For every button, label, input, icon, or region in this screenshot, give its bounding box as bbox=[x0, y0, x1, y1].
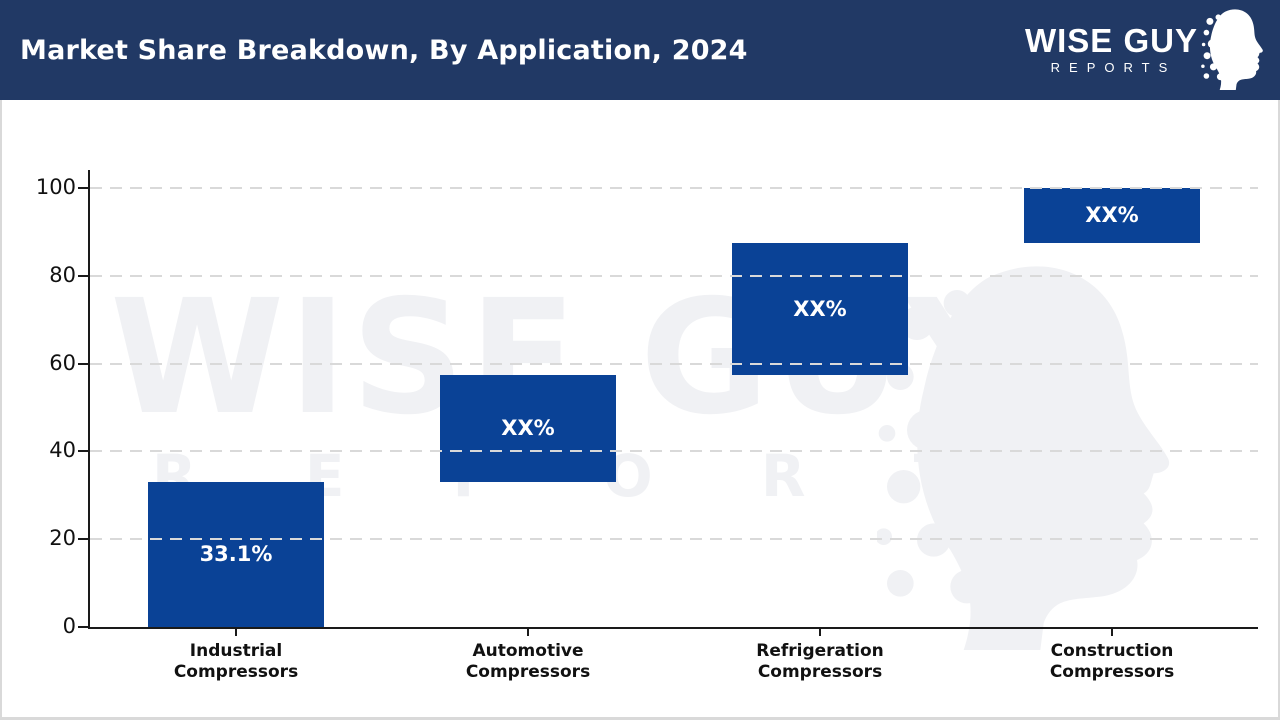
y-tick-mark-80 bbox=[78, 274, 88, 277]
x-category-label: Refrigeration Compressors bbox=[756, 641, 884, 682]
bar-value-label: XX% bbox=[793, 296, 847, 321]
bar-refrigeration-compressors: XX% bbox=[732, 242, 908, 375]
y-tick-mark-0 bbox=[78, 626, 88, 628]
bar-value-label: XX% bbox=[501, 416, 555, 441]
wiseguy-head-icon bbox=[1200, 6, 1266, 94]
gridline-20 bbox=[90, 538, 1258, 541]
y-tick-label-60: 60 bbox=[49, 350, 76, 375]
x-tick-mark-3 bbox=[819, 629, 821, 636]
logo-brand-name: WISE GUY bbox=[1024, 22, 1198, 59]
bar-industrial-compressors: 33.1% bbox=[148, 481, 324, 627]
x-tick-mark-4 bbox=[1111, 629, 1113, 636]
page-title: Market Share Breakdown, By Application, … bbox=[20, 34, 748, 66]
bar-value-label: XX% bbox=[1085, 203, 1139, 228]
x-tick-mark-2 bbox=[527, 629, 529, 636]
x-axis-line bbox=[88, 627, 1258, 629]
y-tick-label-0: 0 bbox=[62, 614, 76, 638]
y-tick-label-20: 20 bbox=[49, 526, 76, 551]
y-tick-mark-100 bbox=[78, 187, 88, 189]
x-category-label: Automotive Compressors bbox=[465, 641, 591, 682]
head-watermark-icon bbox=[875, 220, 1177, 684]
bar-automotive-compressors: XX% bbox=[440, 374, 616, 482]
x-tick-mark-1 bbox=[235, 629, 237, 636]
bar-value-label: 33.1% bbox=[199, 542, 273, 567]
y-tick-mark-20 bbox=[78, 538, 88, 541]
plot-area: 33.1% XX% XX% XX% 0 20 40 60 80 100 Industrial Comp… bbox=[2, 100, 1280, 720]
wiseguy-logo: WISE GUY REPORTS bbox=[1025, 6, 1266, 94]
y-tick-mark-40 bbox=[78, 450, 88, 453]
bar-construction-compressors: XX% bbox=[1024, 188, 1200, 243]
y-tick-label-80: 80 bbox=[49, 262, 76, 287]
gridline-40 bbox=[90, 450, 1258, 453]
y-axis-line bbox=[88, 170, 90, 629]
y-tick-label-40: 40 bbox=[49, 438, 76, 463]
logo-brand-subtitle: REPORTS bbox=[1050, 60, 1177, 75]
x-category-label: Industrial Compressors bbox=[173, 641, 299, 682]
gridline-80 bbox=[90, 274, 1258, 277]
header-bar: Market Share Breakdown, By Application, … bbox=[0, 0, 1280, 100]
x-category-label: Construction Compressors bbox=[1049, 641, 1175, 682]
y-tick-mark-60 bbox=[78, 362, 88, 365]
gridline-100 bbox=[90, 187, 1258, 189]
chart-canvas: WISE GUY R E P O R T S 33.1% XX% XX% XX% 0 20… bbox=[0, 100, 1280, 720]
gridline-60 bbox=[90, 362, 1258, 365]
y-tick-label-100: 100 bbox=[35, 175, 76, 199]
wiseguy-logo-text: WISE GUY REPORTS bbox=[1025, 24, 1198, 76]
